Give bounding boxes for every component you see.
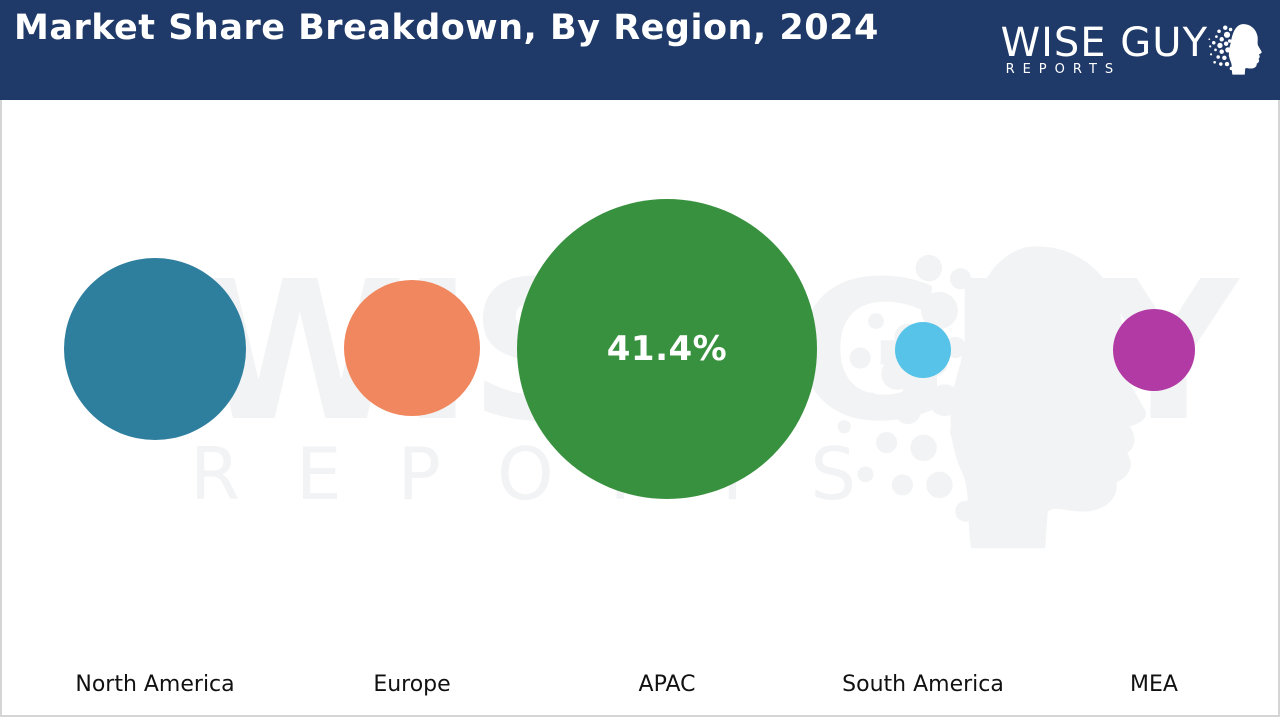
- watermark-subtitle: REPORTS: [190, 432, 913, 516]
- logo-wordmark: WISE GUY: [1000, 20, 1208, 66]
- wise-guy-logo-text: WISE GUY REPORTS: [1001, 21, 1208, 77]
- category-label-europe: Europe: [373, 672, 451, 697]
- wise-guy-logo: WISE GUY REPORTS: [1001, 6, 1266, 92]
- logo-subtitle: REPORTS: [1005, 62, 1122, 77]
- category-label-south-america: South America: [842, 672, 1004, 697]
- wise-guy-logo-face-icon: [1208, 24, 1262, 75]
- header: Market Share Breakdown, By Region, 2024 …: [0, 0, 1280, 100]
- bubble-north-america: [64, 258, 246, 440]
- bubble-europe: [344, 280, 480, 416]
- bubble-mea: [1113, 309, 1195, 391]
- bubble-south-america: [895, 322, 951, 378]
- chart-area: WISE GUY REPORTS North AmericaEurope41.4…: [0, 100, 1280, 717]
- category-label-north-america: North America: [75, 672, 235, 697]
- category-label-apac: APAC: [638, 672, 696, 697]
- bubble-apac: 41.4%: [517, 199, 817, 499]
- watermark-face-icon: [828, 246, 1146, 549]
- category-label-mea: MEA: [1130, 672, 1178, 697]
- page-title: Market Share Breakdown, By Region, 2024: [14, 8, 879, 48]
- bubble-value-label: 41.4%: [606, 329, 728, 369]
